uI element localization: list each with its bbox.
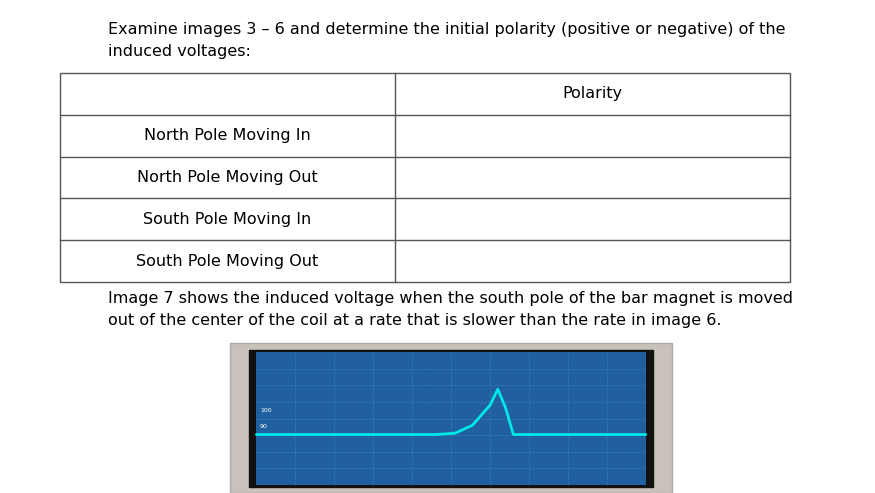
- Text: Polarity: Polarity: [563, 86, 622, 102]
- Text: South Pole Moving Out: South Pole Moving Out: [136, 253, 318, 269]
- Text: induced voltages:: induced voltages:: [108, 44, 250, 59]
- Bar: [256, 352, 646, 485]
- Text: North Pole Moving Out: North Pole Moving Out: [137, 170, 318, 185]
- Bar: [249, 350, 653, 487]
- Text: South Pole Moving In: South Pole Moving In: [144, 212, 312, 227]
- Text: 90: 90: [260, 424, 268, 429]
- Text: Image 7 shows the induced voltage when the south pole of the bar magnet is moved: Image 7 shows the induced voltage when t…: [108, 291, 793, 306]
- Text: Examine images 3 – 6 and determine the initial polarity (positive or negative) o: Examine images 3 – 6 and determine the i…: [108, 22, 785, 37]
- Bar: [230, 343, 672, 493]
- Text: 100: 100: [260, 408, 271, 413]
- Bar: [60, 73, 790, 282]
- Text: out of the center of the coil at a rate that is slower than the rate in image 6.: out of the center of the coil at a rate …: [108, 313, 721, 328]
- Text: North Pole Moving In: North Pole Moving In: [144, 128, 311, 143]
